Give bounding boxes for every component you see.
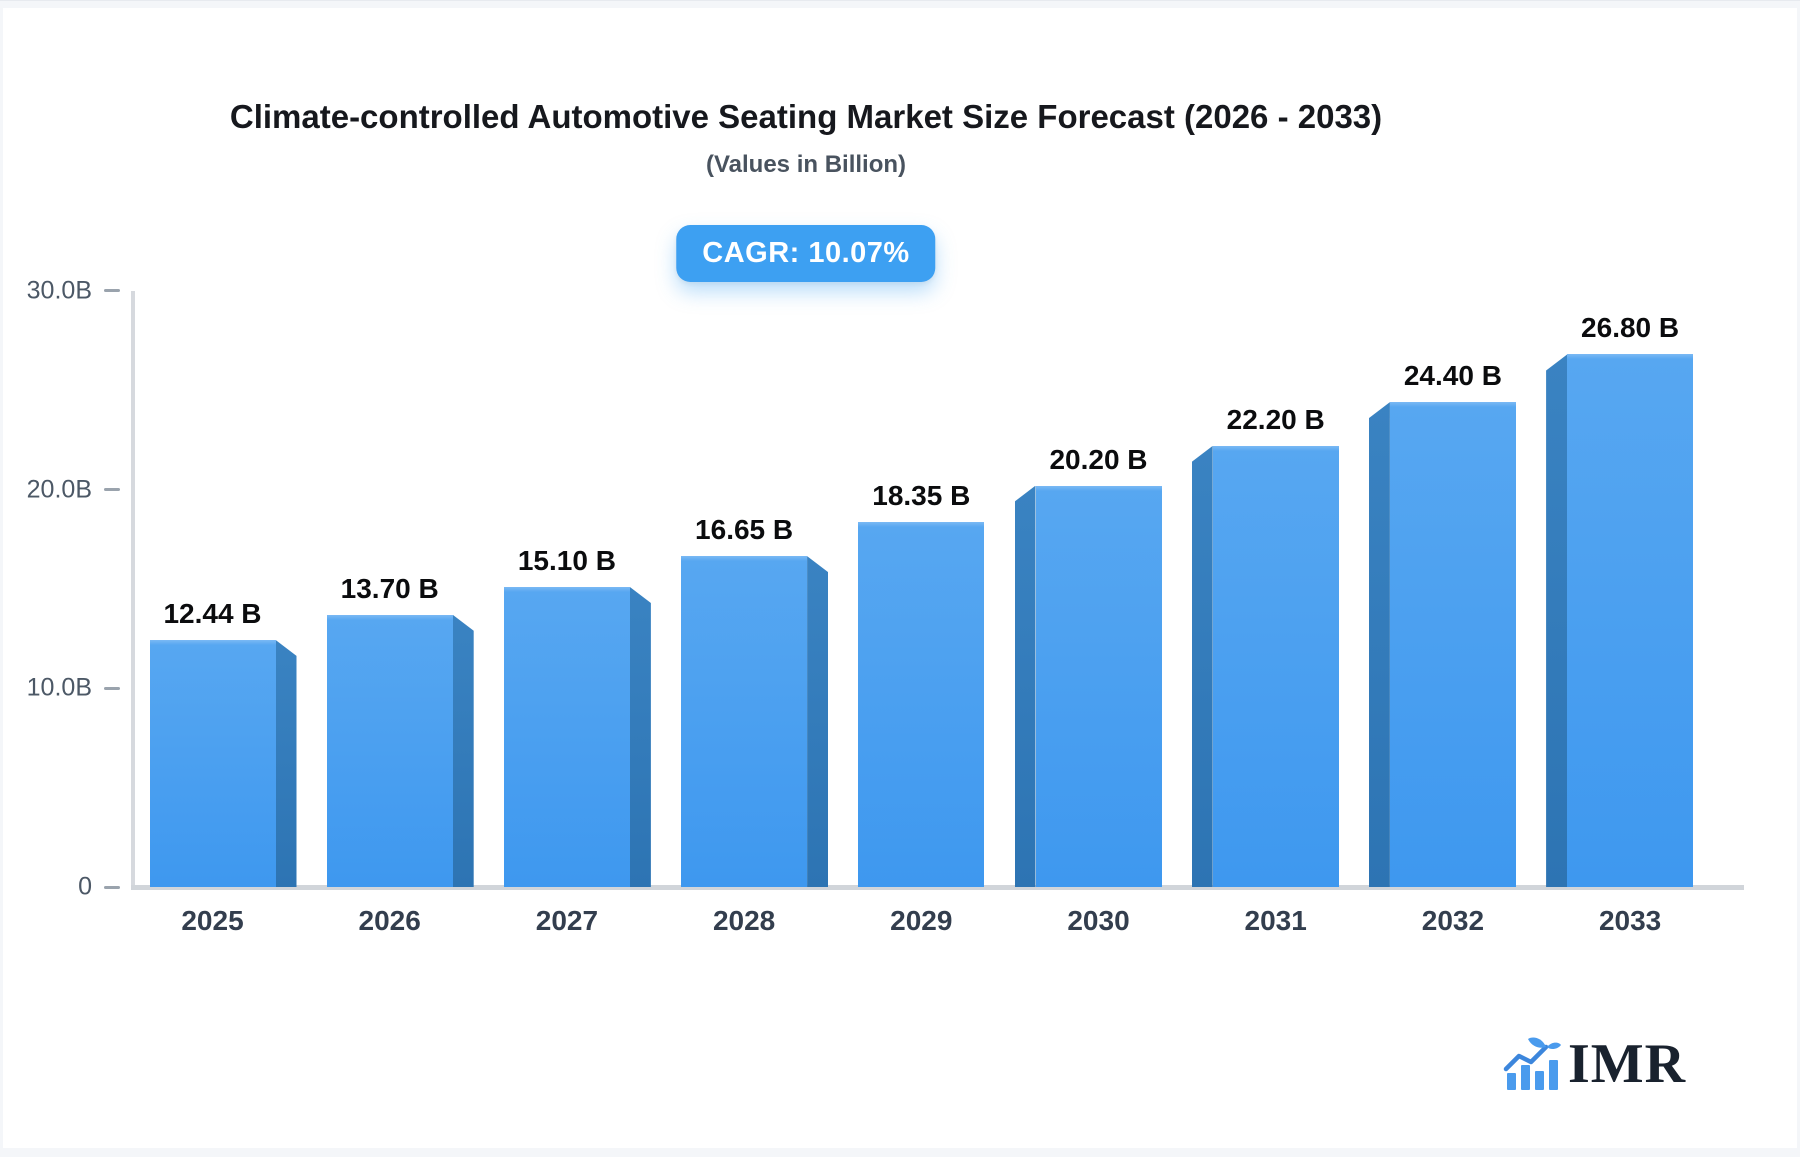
imr-logo-text: IMR [1568, 1033, 1687, 1095]
x-tick-label: 2029 [890, 905, 953, 936]
bar-side-face [1546, 354, 1568, 887]
x-tick-label: 2032 [1421, 905, 1485, 936]
x-tick-label: 2026 [358, 905, 421, 936]
x-axis-line [131, 885, 1744, 890]
y-tick-label: 20.0B [26, 475, 92, 504]
bar-side-face [629, 586, 651, 887]
bar-value-label: 16.65 B [695, 514, 794, 546]
y-tick-label: 10.0B [26, 673, 92, 702]
bar-side-face [1014, 485, 1036, 887]
bar-side-face [1191, 445, 1213, 887]
y-tick-dash [104, 289, 120, 293]
bar-value-label: 15.10 B [517, 544, 616, 576]
x-tick-label: 2031 [1244, 905, 1307, 936]
bar-side-face [452, 614, 474, 887]
x-tick-label: 2028 [712, 905, 776, 936]
bar-2027[interactable] [503, 586, 630, 887]
bar-side-face [275, 639, 297, 887]
bar-2025[interactable] [149, 639, 276, 887]
bar-value-label: 22.20 B [1226, 403, 1325, 435]
x-tick-label: 2030 [1067, 905, 1130, 936]
bar-value-label: 18.35 B [872, 480, 971, 512]
y-axis-line [131, 290, 135, 887]
bar-2026[interactable] [326, 614, 453, 887]
y-tick-label: 0 [78, 872, 92, 901]
bar-2030[interactable] [1035, 485, 1162, 887]
bar-value-label: 20.20 B [1049, 443, 1148, 475]
x-tick-label: 2025 [181, 905, 244, 936]
bar-2028[interactable] [681, 556, 808, 887]
bar-2029[interactable] [858, 522, 985, 887]
bar-value-label: 24.40 B [1403, 360, 1502, 392]
imr-logo: IMR [1502, 1033, 1686, 1095]
bar-value-label: 13.70 B [340, 572, 439, 604]
bar-2031[interactable] [1212, 445, 1339, 887]
x-tick-label: 2033 [1598, 905, 1662, 936]
bar-value-label: 12.44 B [163, 597, 262, 629]
y-tick-dash [104, 885, 120, 889]
chart-subtitle: (Values in Billion) [705, 151, 907, 178]
bar-side-face [807, 556, 829, 887]
chart-title: Climate-controlled Automotive Seating Ma… [229, 98, 1383, 135]
bar-value-label: 26.80 B [1581, 312, 1680, 344]
x-tick-label: 2027 [535, 905, 599, 936]
bar-side-face [1368, 402, 1390, 887]
bar-2032[interactable] [1389, 402, 1516, 887]
y-tick-dash [104, 488, 120, 492]
y-tick-label: 30.0B [26, 276, 92, 305]
y-tick-dash [104, 686, 120, 690]
bar-2033[interactable] [1567, 354, 1694, 887]
imr-logo-icon [1503, 1037, 1561, 1090]
cagr-badge: CAGR: 10.07% [676, 225, 936, 282]
